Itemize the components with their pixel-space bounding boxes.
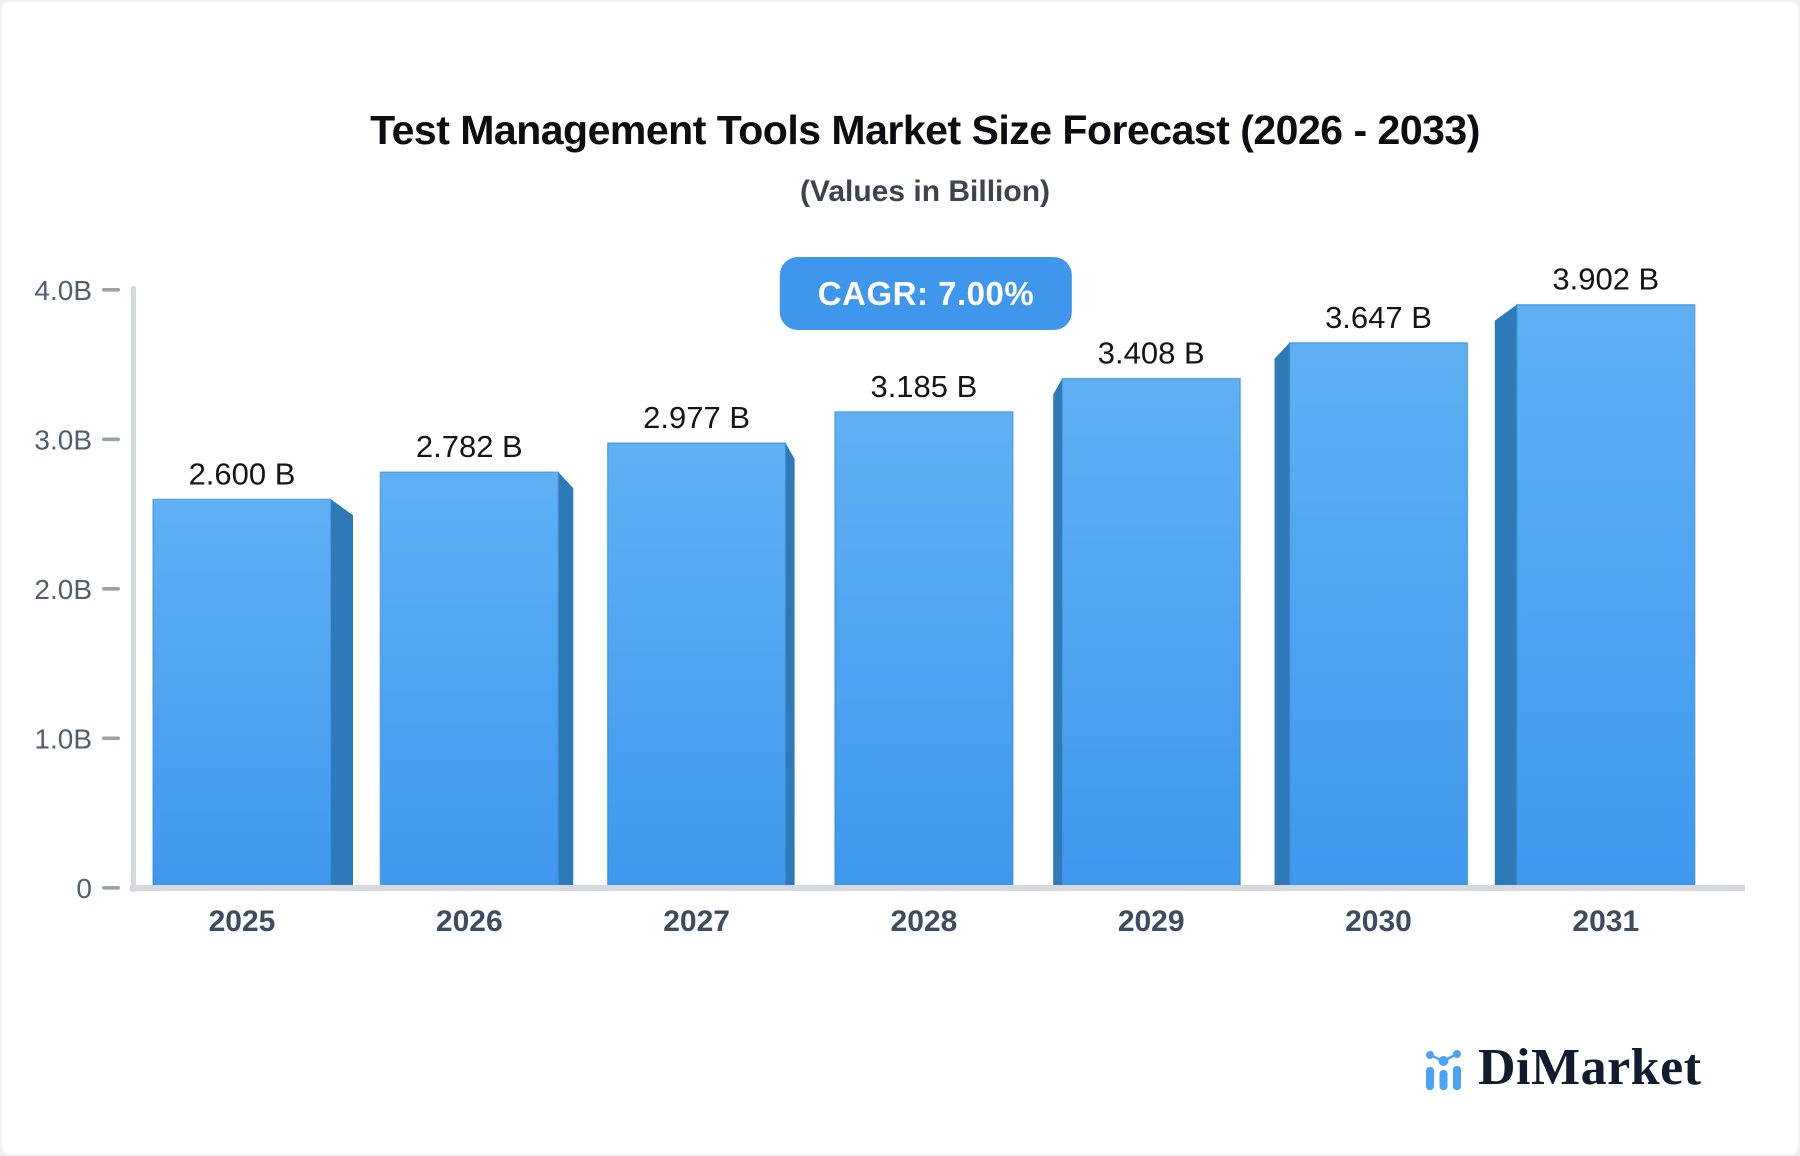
y-tick-mark xyxy=(102,886,120,890)
bar-value-label: 2.977 B xyxy=(643,400,750,435)
bar-group-2029: 3.408 B 2029 xyxy=(1053,336,1241,938)
bar-side-face xyxy=(1053,378,1063,888)
x-tick-label: 2031 xyxy=(1572,905,1639,938)
dimarket-logo-text: DiMarket xyxy=(1478,1039,1702,1096)
chart-subtitle: (Values in Billion) xyxy=(799,175,1051,209)
bar-group-2027: 2.977 B 2027 xyxy=(606,400,795,938)
bar-value-label: 2.600 B xyxy=(189,456,296,491)
bar-value-label: 3.185 B xyxy=(870,369,977,404)
dimarket-logo: DiMarket xyxy=(1423,1042,1701,1094)
x-tick-label: 2027 xyxy=(663,905,730,938)
x-axis-line xyxy=(130,885,1745,891)
chart-title: Test Management Tools Market Size Foreca… xyxy=(370,107,1480,153)
bar-face xyxy=(834,411,1014,889)
y-tick-label: 1.0B xyxy=(34,724,92,755)
bar-value-label: 3.408 B xyxy=(1098,336,1205,371)
x-tick-label: 2025 xyxy=(209,905,276,938)
y-tick-mark xyxy=(102,587,120,591)
bar-side-face xyxy=(1274,342,1290,888)
y-tick-label: 2.0B xyxy=(34,574,92,605)
y-tick-label: 3.0B xyxy=(34,425,92,456)
bar-group-2026: 2.782 B 2026 xyxy=(379,429,574,938)
y-tick-mark xyxy=(102,736,120,741)
chart-header: Test Management Tools Market Size Foreca… xyxy=(52,107,1798,209)
x-tick-label: 2026 xyxy=(436,905,503,938)
y-axis-line xyxy=(131,286,136,892)
x-tick-label: 2028 xyxy=(891,905,958,938)
bar-side-face xyxy=(558,472,574,888)
bar-value-label: 2.782 B xyxy=(416,429,523,464)
x-tick-label: 2029 xyxy=(1118,905,1185,938)
bar-face xyxy=(1061,377,1241,889)
y-tick-label: 0 xyxy=(76,873,92,904)
y-tick-label: 4.0B xyxy=(34,275,92,306)
bar-side-face xyxy=(1494,304,1517,888)
y-tick-mark xyxy=(102,437,120,442)
y-tick-mark xyxy=(102,288,120,292)
bar-value-label: 3.902 B xyxy=(1552,262,1659,297)
bar-value-label: 3.647 B xyxy=(1325,300,1432,335)
bar-group-2031: 3.902 B 2031 xyxy=(1494,262,1696,938)
bar-side-face xyxy=(331,499,353,888)
bar-face xyxy=(1516,303,1696,889)
bar-face xyxy=(152,498,332,889)
bar-face xyxy=(1288,342,1469,889)
bar-group-2030: 3.647 B 2030 xyxy=(1274,300,1469,938)
bar-group-2025: 2.600 B 2025 xyxy=(152,456,353,938)
bar-group-2028: 3.185 B 2028 xyxy=(834,369,1014,938)
bar-face xyxy=(379,471,559,889)
mini-bar-line-chart-icon xyxy=(1426,1050,1461,1090)
bar-side-face xyxy=(785,442,795,888)
cagr-badge: CAGR: 7.00% xyxy=(779,257,1073,330)
bar-face xyxy=(606,442,787,889)
x-tick-label: 2030 xyxy=(1345,905,1412,938)
